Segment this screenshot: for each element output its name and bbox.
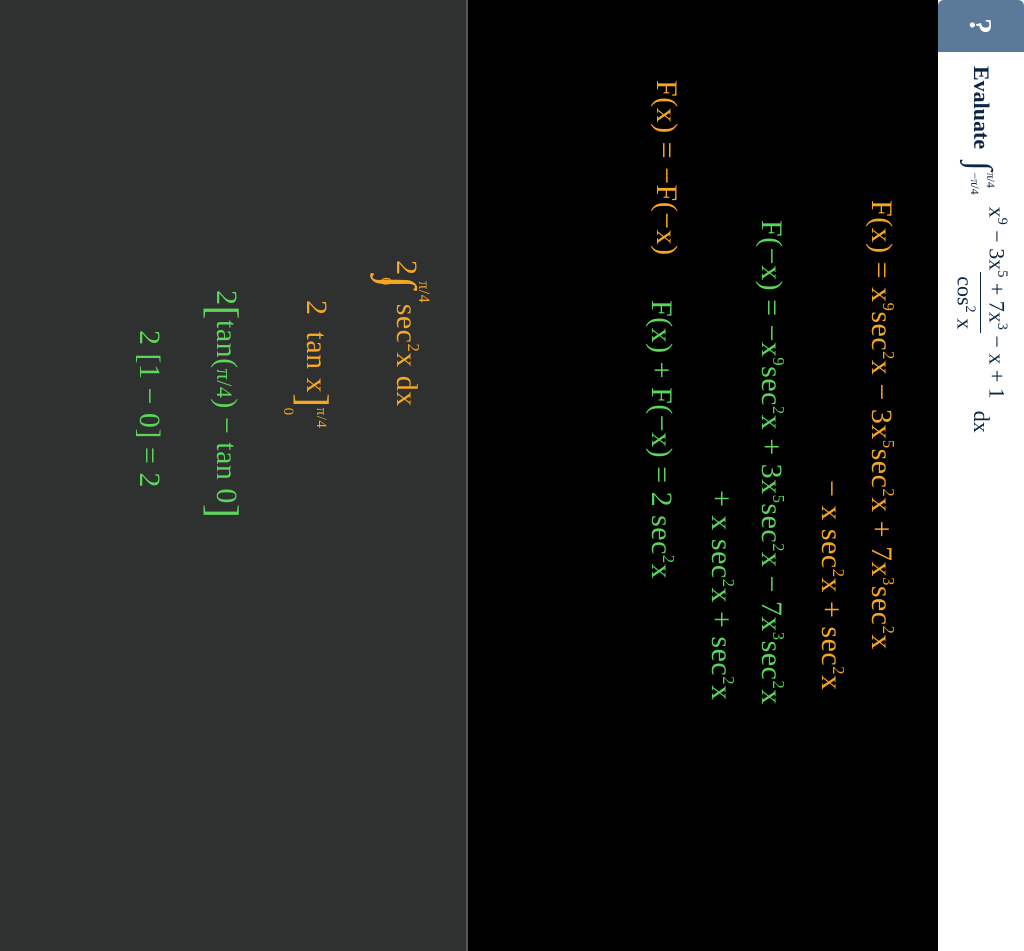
question-strip: ? Evaluate ∫ π/4 −π/4 x9 − 3x5 + 7x3 − x… xyxy=(938,0,1024,951)
integrand-numerator: x9 − 3x5 + 7x3 − x + 1 xyxy=(982,203,1010,403)
hw-eval-lower: 0 xyxy=(280,408,295,429)
hw-line: 2 [1 − 0] = 2 xyxy=(132,330,166,488)
integral-bounds: π/4 −π/4 xyxy=(969,172,997,194)
integrand-denominator: cos2 x xyxy=(952,272,981,333)
hw-eval-upper: π/4 xyxy=(313,408,328,429)
rotated-canvas: ? Evaluate ∫ π/4 −π/4 x9 − 3x5 + 7x3 − x… xyxy=(73,0,1024,951)
differential: dx xyxy=(968,411,994,433)
hw-line: 2 tan x]π/40 xyxy=(280,300,336,428)
hw-int-upper: π/4 xyxy=(415,281,432,303)
hw-line: 2[tan(π/4) − tan 0] xyxy=(198,290,246,518)
integral-lower-bound: −π/4 xyxy=(969,172,981,194)
integrand-fraction: x9 − 3x5 + 7x3 − x + 1 cos2 x xyxy=(952,203,1010,403)
hw-line: F(x) = −F(−x) xyxy=(649,80,683,256)
hw-line: + x sec2x + sec2x xyxy=(704,490,738,700)
hw-line: F(x) = x9sec2x − 3x5sec2x + 7x3sec2x xyxy=(864,200,898,650)
question-body: Evaluate ∫ π/4 −π/4 x9 − 3x5 + 7x3 − x +… xyxy=(938,52,1024,951)
question-icon-box: ? xyxy=(938,0,1024,52)
hw-int-lower: 0 xyxy=(377,277,394,286)
question-label: Evaluate xyxy=(968,66,994,149)
integral-upper-bound: π/4 xyxy=(985,172,997,194)
hw-line: F(x) + F(−x) = 2 sec2x xyxy=(644,300,678,579)
hw-line: 2∫π/40 sec2x dx xyxy=(371,260,426,407)
hw-line: F(−x) = −x9sec2x + 3x5sec2x − 7x3sec2x xyxy=(754,220,788,705)
question-mark-icon: ? xyxy=(963,18,1000,34)
integral-sign-icon: ∫ xyxy=(960,161,998,170)
work-panel-black: F(x) = x9sec2x − 3x5sec2x + 7x3sec2x − x… xyxy=(468,0,938,951)
work-panel-grey: 2∫π/40 sec2x dx 2 tan x]π/40 2[tan(π/4) … xyxy=(0,0,468,951)
hw-line: − x sec2x + sec2x xyxy=(814,480,848,690)
